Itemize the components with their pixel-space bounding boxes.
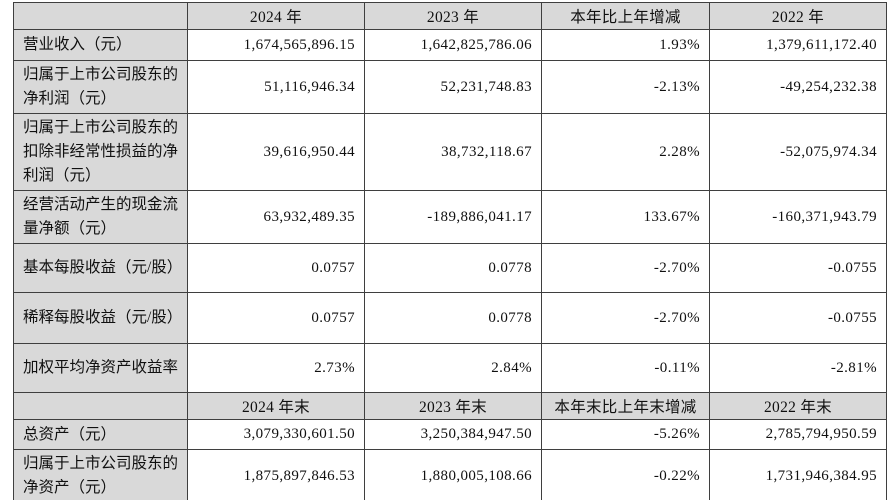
value-2022: -2.81% xyxy=(709,343,887,394)
value-2024: 3,079,330,601.50 xyxy=(187,419,365,451)
row-label: 归属于上市公司股东的扣除非经常性损益的净利润（元） xyxy=(13,113,188,192)
table-row-weighted-avg-roe: 加权平均净资产收益率 2.73% 2.84% -0.11% -2.81% xyxy=(13,343,887,394)
value-2024: 1,875,897,846.53 xyxy=(187,449,365,500)
value-2024: 2.73% xyxy=(187,343,365,394)
value-change: -5.26% xyxy=(541,419,710,451)
table-row-operating-revenue: 营业收入（元） 1,674,565,896.15 1,642,825,786.0… xyxy=(13,29,887,61)
value-change: 2.28% xyxy=(541,113,710,192)
table-row-total-assets: 总资产（元） 3,079,330,601.50 3,250,384,947.50… xyxy=(13,419,887,451)
value-change: 1.93% xyxy=(541,29,710,61)
value-2024: 63,932,489.35 xyxy=(187,190,365,245)
value-2022: -0.0755 xyxy=(709,292,887,345)
value-2024: 51,116,946.34 xyxy=(187,59,365,115)
annual-header-row: 2024 年 2023 年 本年比上年增减 2022 年 xyxy=(13,2,887,30)
row-label: 总资产（元） xyxy=(13,419,188,451)
value-2022: -160,371,943.79 xyxy=(709,190,887,245)
header-year-2022: 2022 年 xyxy=(709,2,887,30)
table-row-net-profit-excl-nonrecurring: 归属于上市公司股东的扣除非经常性损益的净利润（元） 39,616,950.44 … xyxy=(13,113,887,192)
value-2024: 0.0757 xyxy=(187,292,365,345)
header-end-2023: 2023 年末 xyxy=(364,392,542,421)
value-change: -0.11% xyxy=(541,343,710,394)
value-2023: 0.0778 xyxy=(364,243,542,294)
row-label: 经营活动产生的现金流量净额（元） xyxy=(13,190,188,245)
table-row-net-assets: 归属于上市公司股东的净资产（元） 1,875,897,846.53 1,880,… xyxy=(13,449,887,500)
value-2022: -52,075,974.34 xyxy=(709,113,887,192)
value-2024: 0.0757 xyxy=(187,243,365,294)
period-end-header-row: 2024 年末 2023 年末 本年末比上年末增减 2022 年末 xyxy=(13,392,887,421)
value-2022: 2,785,794,950.59 xyxy=(709,419,887,451)
table-row-diluted-eps: 稀释每股收益（元/股） 0.0757 0.0778 -2.70% -0.0755 xyxy=(13,292,887,345)
header-end-2024: 2024 年末 xyxy=(187,392,365,421)
header-empty-cell xyxy=(13,392,188,421)
row-label: 归属于上市公司股东的净利润（元） xyxy=(13,59,188,115)
value-2023: 52,231,748.83 xyxy=(364,59,542,115)
header-end-2022: 2022 年末 xyxy=(709,392,887,421)
value-2023: 38,732,118.67 xyxy=(364,113,542,192)
value-2024: 39,616,950.44 xyxy=(187,113,365,192)
table-row-operating-cash-flow: 经营活动产生的现金流量净额（元） 63,932,489.35 -189,886,… xyxy=(13,190,887,245)
value-2023: 1,642,825,786.06 xyxy=(364,29,542,61)
value-2023: 0.0778 xyxy=(364,292,542,345)
value-2023: 1,880,005,108.66 xyxy=(364,449,542,500)
value-change: 133.67% xyxy=(541,190,710,245)
value-2022: -0.0755 xyxy=(709,243,887,294)
value-2023: -189,886,041.17 xyxy=(364,190,542,245)
row-label: 加权平均净资产收益率 xyxy=(13,343,188,394)
value-change: -0.22% xyxy=(541,449,710,500)
header-end-yoy-change: 本年末比上年末增减 xyxy=(541,392,710,421)
value-2024: 1,674,565,896.15 xyxy=(187,29,365,61)
header-yoy-change: 本年比上年增减 xyxy=(541,2,710,30)
row-label: 营业收入（元） xyxy=(13,29,188,61)
value-2023: 3,250,384,947.50 xyxy=(364,419,542,451)
value-2022: 1,379,611,172.40 xyxy=(709,29,887,61)
row-label: 基本每股收益（元/股） xyxy=(13,243,188,294)
value-2023: 2.84% xyxy=(364,343,542,394)
value-2022: -49,254,232.38 xyxy=(709,59,887,115)
value-change: -2.13% xyxy=(541,59,710,115)
value-2022: 1,731,946,384.95 xyxy=(709,449,887,500)
row-label: 稀释每股收益（元/股） xyxy=(13,292,188,345)
header-year-2023: 2023 年 xyxy=(364,2,542,30)
header-empty-cell xyxy=(13,2,188,30)
row-label: 归属于上市公司股东的净资产（元） xyxy=(13,449,188,500)
table-row-net-profit: 归属于上市公司股东的净利润（元） 51,116,946.34 52,231,74… xyxy=(13,59,887,115)
value-change: -2.70% xyxy=(541,243,710,294)
table-row-basic-eps: 基本每股收益（元/股） 0.0757 0.0778 -2.70% -0.0755 xyxy=(13,243,887,294)
header-year-2024: 2024 年 xyxy=(187,2,365,30)
financial-summary-table: 2024 年 2023 年 本年比上年增减 2022 年 营业收入（元） 1,6… xyxy=(13,2,887,500)
value-change: -2.70% xyxy=(541,292,710,345)
